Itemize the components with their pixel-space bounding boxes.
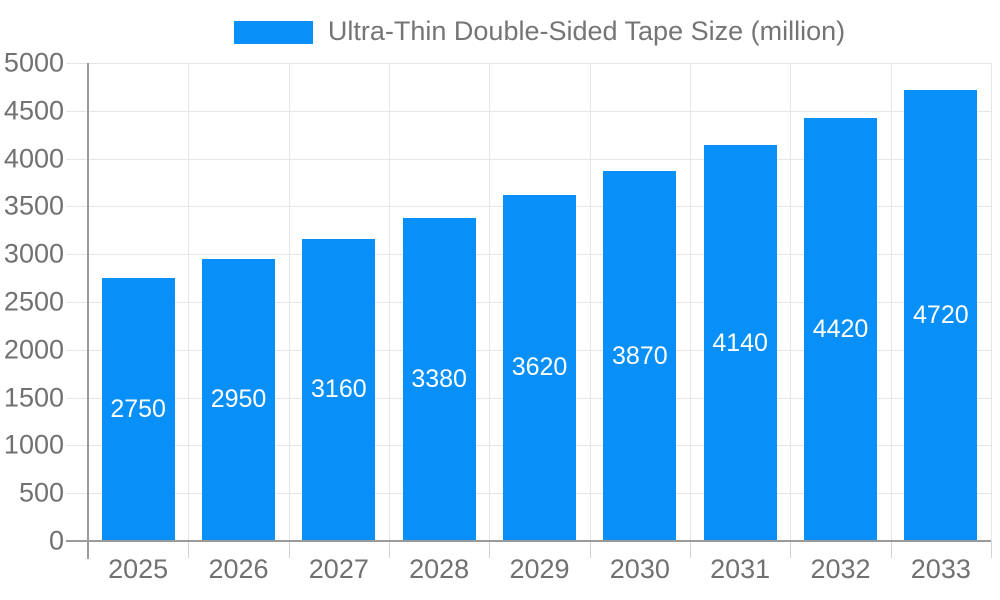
x-tick-mark (589, 541, 591, 558)
x-axis-line (66, 540, 991, 542)
bar-value-label: 4140 (712, 328, 768, 357)
x-tick-mark (188, 541, 190, 558)
plot-area: 2750 2950 3160 3380 3620 3870 4140 4420 4720 (66, 63, 992, 559)
x-tick-mark (790, 541, 792, 558)
bar-2026[interactable]: 2950 (202, 258, 275, 541)
bar-value-label: 3870 (612, 341, 668, 370)
gridline-vertical (790, 63, 792, 541)
x-tick-label: 2030 (609, 554, 670, 584)
x-tick-mark (288, 541, 290, 558)
x-tick-mark (690, 541, 691, 558)
y-tick-label: 1000 (3, 429, 64, 460)
bar-value-label: 3380 (411, 364, 467, 393)
y-tick-label: 1500 (3, 382, 64, 413)
bar-2033[interactable]: 4720 (904, 89, 978, 541)
x-axis: 2025 2026 2027 2028 2029 2030 2031 2032 2033 (88, 554, 991, 595)
x-tick-label: 2029 (509, 554, 570, 584)
bar-value-label: 4420 (812, 315, 869, 344)
y-tick-label: 4500 (3, 95, 64, 126)
x-tick-label: 2028 (409, 554, 470, 584)
gridline-vertical (188, 63, 190, 541)
bar-2027[interactable]: 3160 (302, 238, 376, 541)
y-tick-label: 2000 (3, 334, 64, 365)
gridline-horizontal (66, 110, 991, 112)
legend-item[interactable]: Ultra-Thin Double-Sided Tape Size (milli… (88, 10, 991, 54)
y-tick-label: 4000 (3, 143, 64, 174)
gridline-vertical (389, 63, 390, 541)
gridline-vertical (288, 63, 290, 541)
gridline-vertical (489, 63, 491, 541)
gridline-vertical (690, 63, 691, 541)
gridline-vertical (589, 63, 591, 541)
y-tick-label: 5000 (3, 47, 64, 78)
x-tick-label: 2025 (108, 554, 169, 584)
bar-value-label: 3160 (311, 375, 367, 404)
bar-2029[interactable]: 3620 (503, 194, 576, 541)
bar-value-label: 2750 (110, 395, 166, 424)
bar-2032[interactable]: 4420 (804, 118, 877, 541)
x-tick-label: 2027 (308, 554, 369, 584)
legend-swatch (233, 20, 313, 44)
y-axis-line (87, 63, 89, 559)
bar-2031[interactable]: 4140 (703, 145, 777, 541)
bar-2025[interactable]: 2750 (101, 278, 175, 541)
x-tick-mark (389, 541, 390, 558)
legend-label: Ultra-Thin Double-Sided Tape Size (milli… (327, 16, 846, 47)
y-tick-label: 500 (18, 477, 64, 508)
y-tick-label: 0 (48, 525, 64, 556)
x-tick-mark (489, 541, 491, 558)
bar-value-label: 4720 (913, 300, 969, 329)
x-tick-mark (890, 541, 892, 558)
y-tick-label: 3000 (3, 238, 64, 269)
x-tick-mark (991, 541, 992, 558)
gridline-horizontal (66, 158, 991, 160)
y-tick-label: 2500 (3, 286, 64, 317)
x-tick-label: 2031 (710, 554, 771, 584)
gridline-vertical (890, 63, 892, 541)
bar-2030[interactable]: 3870 (603, 171, 677, 541)
bar-value-label: 3620 (511, 353, 568, 382)
bar-2028[interactable]: 3380 (402, 217, 476, 541)
y-tick-label: 3500 (3, 190, 64, 221)
x-tick-label: 2032 (810, 554, 871, 584)
x-tick-label: 2026 (208, 554, 269, 584)
x-tick-label: 2033 (910, 554, 971, 584)
bar-value-label: 2950 (210, 385, 267, 414)
gridline-vertical (991, 63, 992, 541)
gridline-horizontal (66, 63, 991, 64)
y-axis: 0 500 1000 1500 2000 2500 3000 3500 4000 4500 5000 (0, 49, 64, 554)
